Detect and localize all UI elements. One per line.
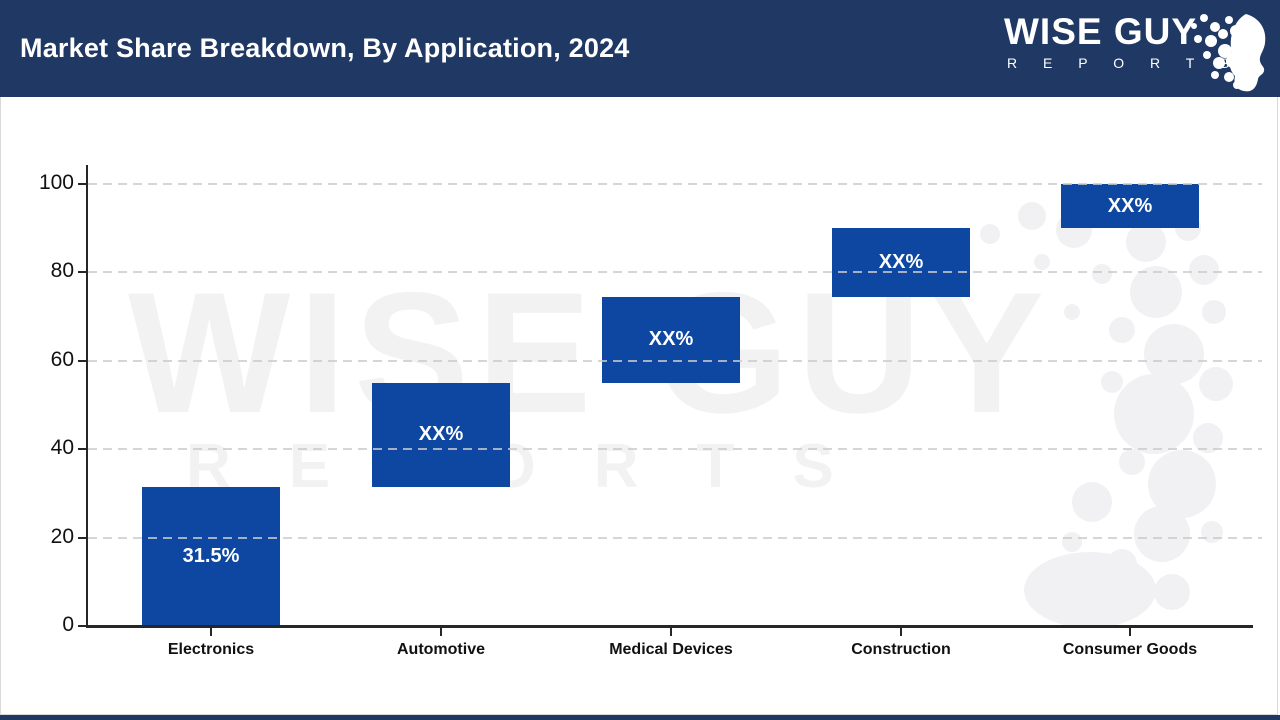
bar-consumer-goods: XX% xyxy=(1061,184,1199,229)
y-axis-line xyxy=(86,165,88,627)
x-tick-mark xyxy=(670,628,672,636)
gridline-100 xyxy=(88,183,1262,185)
brand-logo-head-icon xyxy=(1191,14,1266,92)
gridline-60 xyxy=(88,359,1262,362)
x-category-label-construction: Construction xyxy=(851,641,951,658)
bar-value-label: XX% xyxy=(878,250,924,273)
bar-value-label: XX% xyxy=(1107,194,1153,217)
brand-logo: WISE GUY R E P O R T S xyxy=(1004,10,1266,92)
bar-value-label: 31.5% xyxy=(182,544,240,567)
y-tick-mark-60 xyxy=(78,359,86,362)
brand-logo-text: WISE GUY xyxy=(1004,11,1198,52)
x-tick-mark xyxy=(1129,628,1131,636)
y-tick-label-0: 0 xyxy=(62,613,74,636)
y-tick-label-80: 80 xyxy=(50,259,74,283)
y-tick-mark-20 xyxy=(78,536,86,539)
bar-medical-devices: XX% xyxy=(602,296,740,383)
brand-logo-subtext: R E P O R T S xyxy=(1007,55,1241,71)
footer-accent-bar xyxy=(0,715,1280,720)
header-bar: Market Share Breakdown, By Application, … xyxy=(0,0,1280,97)
bar-value-label: XX% xyxy=(648,328,694,351)
gridline-20 xyxy=(88,536,1262,539)
bar-value-label: XX% xyxy=(418,423,464,446)
y-tick-mark-80 xyxy=(78,271,86,274)
y-tick-mark-100 xyxy=(78,183,86,185)
x-tick-mark xyxy=(900,628,902,636)
y-tick-mark-40 xyxy=(78,448,86,451)
x-tick-mark xyxy=(210,628,212,636)
y-tick-label-60: 60 xyxy=(50,347,74,371)
bar-electronics: 31.5% xyxy=(142,486,280,626)
bar-construction: XX% xyxy=(832,228,970,297)
x-category-label-electronics: Electronics xyxy=(167,641,255,658)
page-title: Market Share Breakdown, By Application, … xyxy=(20,33,630,63)
x-category-label-consumer-goods: Consumer Goods xyxy=(1062,641,1198,658)
x-category-label-automotive: Automotive xyxy=(397,641,485,658)
y-tick-label-40: 40 xyxy=(50,436,74,460)
x-category-label-medical-devices: Medical Devices xyxy=(609,641,733,658)
y-tick-label-100: 100 xyxy=(38,171,74,194)
watermark-head-dots xyxy=(980,201,1233,628)
gridline-40 xyxy=(88,448,1262,451)
y-tick-mark-0 xyxy=(78,625,86,627)
y-tick-label-20: 20 xyxy=(50,524,74,548)
x-axis-line xyxy=(86,625,1253,628)
bar-automotive: XX% xyxy=(372,382,510,487)
gridline-80 xyxy=(88,271,1262,274)
x-tick-mark xyxy=(440,628,442,636)
